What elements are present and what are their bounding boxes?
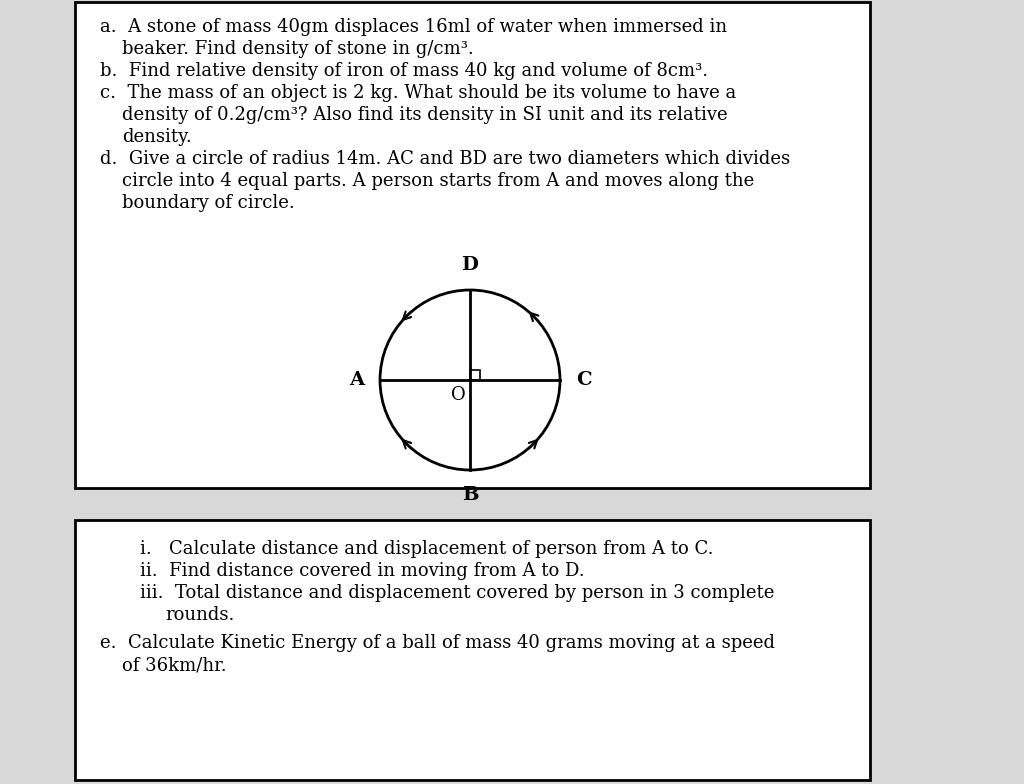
Text: circle into 4 equal parts. A person starts from A and moves along the: circle into 4 equal parts. A person star… (122, 172, 755, 190)
Text: d.  Give a circle of radius 14m. AC and BD are two diameters which divides: d. Give a circle of radius 14m. AC and B… (100, 150, 791, 168)
Text: density of 0.2g/cm³? Also find its density in SI unit and its relative: density of 0.2g/cm³? Also find its densi… (122, 106, 728, 124)
Text: B: B (462, 486, 478, 504)
Text: i.   Calculate distance and displacement of person from A to C.: i. Calculate distance and displacement o… (140, 540, 714, 558)
Text: O: O (452, 386, 466, 404)
Text: rounds.: rounds. (165, 606, 234, 624)
Text: D: D (462, 256, 478, 274)
Text: b.  Find relative density of iron of mass 40 kg and volume of 8cm³.: b. Find relative density of iron of mass… (100, 62, 709, 80)
Text: of 36km/hr.: of 36km/hr. (122, 656, 226, 674)
Bar (470, 370, 480, 380)
Text: a.  A stone of mass 40gm displaces 16ml of water when immersed in: a. A stone of mass 40gm displaces 16ml o… (100, 18, 727, 36)
Text: beaker. Find density of stone in g/cm³.: beaker. Find density of stone in g/cm³. (122, 40, 474, 58)
Text: C: C (575, 371, 592, 389)
Bar (75, 520, 870, 780)
Text: A: A (349, 371, 364, 389)
Text: density.: density. (122, 128, 191, 146)
Text: ii.  Find distance covered in moving from A to D.: ii. Find distance covered in moving from… (140, 562, 585, 580)
Bar (75, 2, 870, 488)
Text: boundary of circle.: boundary of circle. (122, 194, 295, 212)
Text: iii.  Total distance and displacement covered by person in 3 complete: iii. Total distance and displacement cov… (140, 584, 774, 602)
Text: c.  The mass of an object is 2 kg. What should be its volume to have a: c. The mass of an object is 2 kg. What s… (100, 84, 736, 102)
Text: e.  Calculate Kinetic Energy of a ball of mass 40 grams moving at a speed: e. Calculate Kinetic Energy of a ball of… (100, 634, 775, 652)
